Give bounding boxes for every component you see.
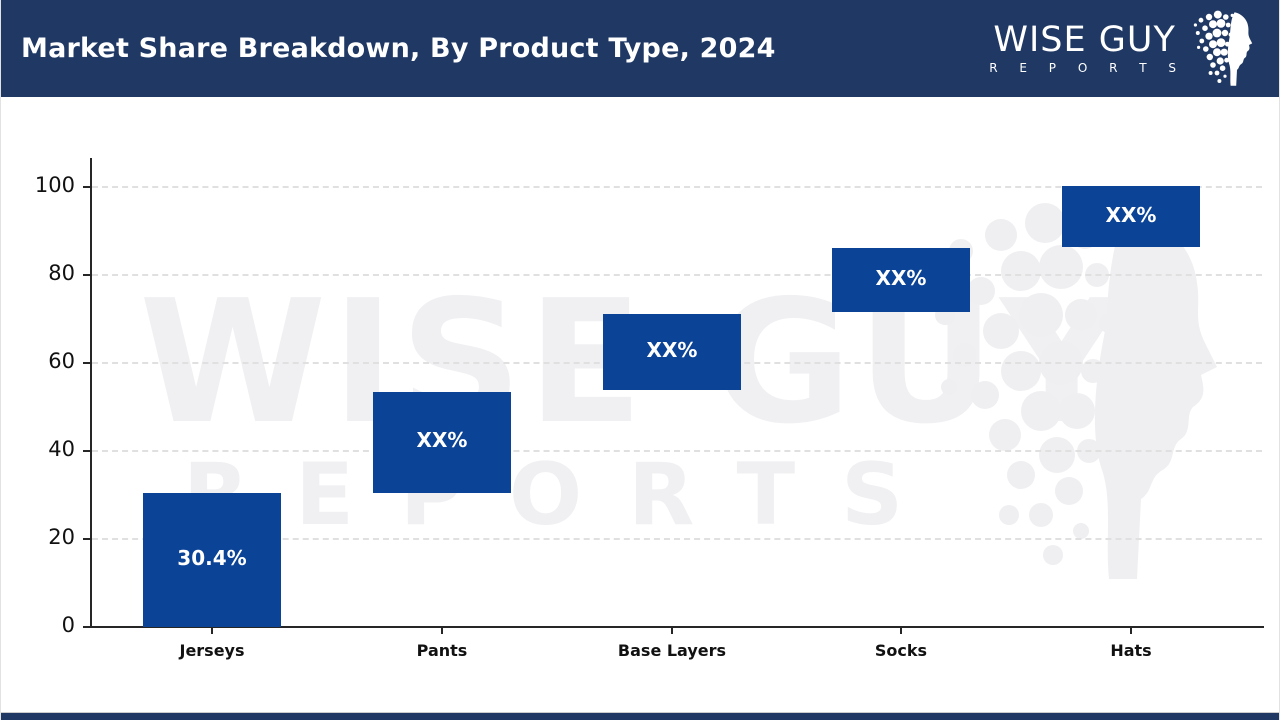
y-tick-100 (83, 186, 90, 188)
x-tick-label-base-layers: Base Layers (617, 641, 727, 660)
gridline-y100 (92, 186, 1262, 188)
watermark-reports-text: REPORTS (183, 445, 950, 545)
y-tick-label-80: 80 (48, 261, 75, 285)
footer-band (1, 713, 1279, 720)
x-tick-label-hats: Hats (1110, 641, 1152, 660)
bar-jerseys (143, 493, 281, 627)
gridline-y40 (92, 450, 1262, 452)
bar-label-socks: XX% (875, 266, 927, 291)
logo-reports-label: R E P O R T S (989, 60, 1185, 75)
x-tick-hats (1130, 628, 1132, 634)
x-tick-jerseys (211, 628, 213, 634)
bar-socks (832, 247, 970, 313)
wise-guy-reports-logo: WISE GUY R E P O R T S (984, 10, 1253, 88)
footer-divider (1, 712, 1279, 713)
y-tick-label-40: 40 (48, 437, 75, 461)
y-tick-80 (83, 274, 90, 276)
page-title: Market Share Breakdown, By Product Type,… (21, 33, 776, 64)
y-tick-label-60: 60 (48, 349, 75, 373)
x-tick-label-jerseys: Jerseys (179, 641, 245, 660)
header-band: Market Share Breakdown, By Product Type,… (1, 0, 1279, 97)
logo-text: WISE GUY R E P O R T S (984, 19, 1185, 75)
y-tick-label-0: 0 (61, 613, 75, 637)
bar-label-pants: XX% (416, 428, 468, 453)
gridline-y80 (92, 274, 1262, 276)
logo-face-icon (1189, 10, 1253, 88)
y-axis-line (90, 158, 92, 628)
y-tick-40 (83, 450, 90, 452)
y-tick-20 (83, 538, 90, 540)
y-tick-label-20: 20 (48, 525, 75, 549)
bar-label-base-layers: XX% (646, 338, 698, 362)
bar-hats (1062, 186, 1200, 248)
bar-pants (373, 391, 511, 494)
x-tick-base-layers (671, 628, 673, 634)
y-tick-0 (83, 626, 90, 628)
y-tick-60 (83, 362, 90, 364)
y-tick-label-100: 100 (34, 173, 75, 197)
x-tick-pants (441, 628, 443, 634)
x-axis-line (90, 626, 1264, 628)
gridline-y20 (92, 538, 1262, 540)
bar-label-hats: XX% (1105, 202, 1157, 227)
x-tick-socks (900, 628, 902, 634)
bar-label-jerseys: 30.4% (177, 546, 247, 571)
bar-base-layers (603, 313, 741, 391)
x-tick-label-socks: Socks (874, 641, 928, 660)
logo-wiseguy-label: WISE GUY (993, 19, 1176, 60)
x-tick-label-pants: Pants (416, 641, 468, 660)
